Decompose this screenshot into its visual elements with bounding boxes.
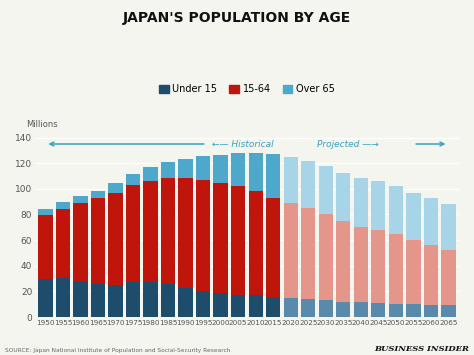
Bar [371,303,385,317]
Text: JAPAN'S POPULATION BY AGE: JAPAN'S POPULATION BY AGE [123,11,351,24]
Bar [38,215,53,279]
Bar [283,157,298,203]
Bar [424,305,438,317]
Bar [196,291,210,317]
Bar [406,304,420,317]
Bar [389,234,403,304]
Bar [161,284,175,317]
Bar [389,186,403,234]
Bar [56,278,70,317]
Bar [406,193,420,240]
Bar [336,302,350,317]
Bar [126,174,140,185]
Bar [56,202,70,209]
Bar [319,300,333,317]
Bar [301,161,315,208]
Bar [196,156,210,180]
Bar [371,230,385,303]
Bar [231,186,246,295]
Bar [406,240,420,304]
Bar [73,203,88,280]
Bar [231,295,246,317]
Bar [301,299,315,317]
Bar [91,284,105,317]
Text: Projected —→: Projected —→ [317,140,379,148]
Bar [126,185,140,282]
Bar [109,285,123,317]
Bar [319,166,333,214]
Bar [389,304,403,317]
Legend: Under 15, 15-64, Over 65: Under 15, 15-64, Over 65 [155,80,339,98]
Bar [144,167,158,181]
Bar [354,302,368,317]
Bar [371,181,385,230]
Bar [283,203,298,298]
Bar [213,183,228,293]
Bar [354,178,368,227]
Text: SOURCE: Japan National Institute of Population and Social-Security Research: SOURCE: Japan National Institute of Popu… [5,348,230,353]
Bar [73,280,88,317]
Text: BUSINESS INSIDER: BUSINESS INSIDER [374,345,469,353]
Bar [441,306,456,317]
Bar [144,282,158,317]
Bar [441,250,456,306]
Bar [354,227,368,302]
Bar [213,155,228,183]
Bar [73,196,88,203]
Bar [109,193,123,285]
Bar [301,208,315,299]
Bar [144,181,158,282]
Bar [161,162,175,178]
Bar [441,204,456,250]
Bar [319,214,333,300]
Bar [196,180,210,291]
Bar [179,178,193,288]
Bar [424,245,438,305]
Bar [179,159,193,178]
Bar [179,288,193,317]
Bar [266,198,281,297]
Bar [231,153,246,186]
Bar [91,191,105,198]
Bar [38,279,53,317]
Bar [56,209,70,278]
Bar [266,297,281,317]
Bar [248,295,263,317]
Text: ←— Historical: ←— Historical [212,140,273,148]
Bar [91,198,105,284]
Bar [248,153,263,191]
Bar [161,178,175,284]
Bar [336,221,350,302]
Bar [109,184,123,193]
Bar [126,282,140,317]
Text: Millions: Millions [27,120,58,129]
Bar [424,198,438,245]
Bar [283,298,298,317]
Bar [266,154,281,198]
Bar [336,173,350,221]
Bar [38,209,53,215]
Bar [248,191,263,295]
Bar [213,293,228,317]
